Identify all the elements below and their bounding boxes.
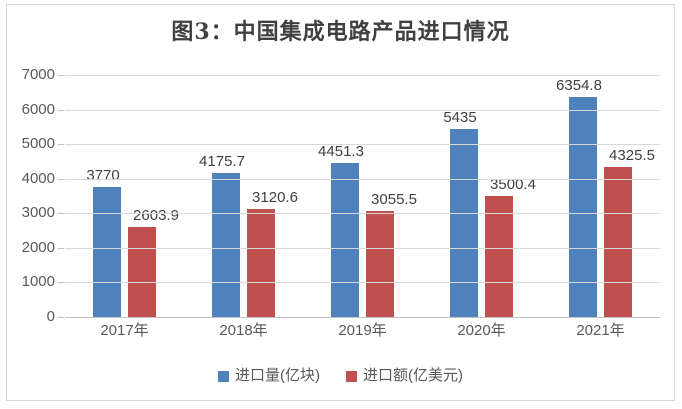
gridline [65,317,660,318]
bar-value-label: 3770 [86,167,120,184]
legend-label: 进口额(亿美元) [363,367,463,384]
x-axis-label: 2021年 [576,322,625,339]
bar-value-label: 4451.3 [318,143,364,160]
bar-value-label: 5435 [443,109,477,126]
legend-item: 进口量(亿块) [218,367,320,385]
x-axis-label: 2017年 [100,322,149,339]
bar-value-label: 2603.9 [133,207,179,224]
x-axis-label: 2020年 [457,322,506,339]
bar-import-value [485,196,513,317]
y-axis-tick [58,110,64,111]
y-axis-label: 0 [46,308,55,325]
y-axis-tick [58,75,64,76]
bar-import-value [247,209,275,317]
bar-import-volume [93,187,121,317]
bar-import-volume [212,173,240,317]
legend: 进口量(亿块) 进口额(亿美元) [7,366,674,386]
bar-import-value [604,167,632,317]
y-axis-tick [58,248,64,249]
y-axis-tick [58,317,64,318]
bar-import-volume [331,163,359,317]
gridline [65,75,660,76]
y-axis-label: 4000 [21,170,55,187]
y-axis-label: 2000 [21,239,55,256]
bar-import-volume [450,129,478,317]
bar-import-value [366,211,394,317]
y-axis-label: 7000 [21,66,55,83]
legend-item: 进口额(亿美元) [346,367,463,385]
bar-import-volume [569,97,597,317]
bar-value-label: 3120.6 [252,189,298,206]
bar-import-value [128,227,156,317]
chart-title: 图3：中国集成电路产品进口情况 [171,19,510,45]
y-axis-label: 5000 [21,135,55,152]
bar-value-label: 3055.5 [371,191,417,208]
legend-label: 进口量(亿块) [235,367,320,384]
gridline [65,179,660,180]
gridline [65,110,660,111]
gridline [65,282,660,283]
legend-swatch [346,370,357,382]
gridline [65,248,660,249]
y-axis-tick [58,282,64,283]
gridline [65,144,660,145]
bar-value-label: 4325.5 [609,147,655,164]
y-axis-tick [58,144,64,145]
bar-value-label: 6354.8 [556,77,602,94]
y-axis-label: 3000 [21,204,55,221]
gridline [65,213,660,214]
x-axis-label: 2019年 [338,322,387,339]
bar-value-label: 3500.4 [490,176,536,193]
plot-area: 3770 2603.9 4175.7 3120.6 4451.3 3055.5 5435 35… [65,75,660,317]
y-axis-tick [58,213,64,214]
y-axis-tick [58,179,64,180]
x-axis-label: 2018年 [219,322,268,339]
y-axis-label: 6000 [21,101,55,118]
legend-swatch [218,370,229,382]
chart-frame: 图3：中国集成电路产品进口情况 3770 2603.9 4175.7 3120.6 44… [6,4,675,401]
bar-value-label: 4175.7 [199,153,245,170]
y-axis-label: 1000 [21,273,55,290]
